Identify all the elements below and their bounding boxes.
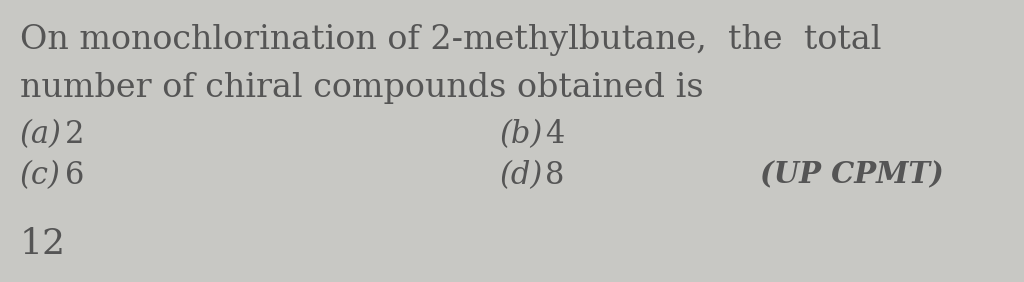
Text: 8: 8 <box>545 160 564 191</box>
Text: 2: 2 <box>65 119 85 150</box>
Text: 4: 4 <box>545 119 564 150</box>
Text: (a): (a) <box>20 119 61 150</box>
Text: 6: 6 <box>65 160 84 191</box>
Text: (c): (c) <box>20 160 60 191</box>
Text: (UP CPMT): (UP CPMT) <box>760 160 944 189</box>
Text: (d): (d) <box>500 160 544 191</box>
Text: (b): (b) <box>500 119 544 150</box>
Text: number of chiral compounds obtained is: number of chiral compounds obtained is <box>20 72 703 104</box>
Text: 12: 12 <box>20 227 66 261</box>
Text: On monochlorination of 2-methylbutane,  the  total: On monochlorination of 2-methylbutane, t… <box>20 24 882 56</box>
